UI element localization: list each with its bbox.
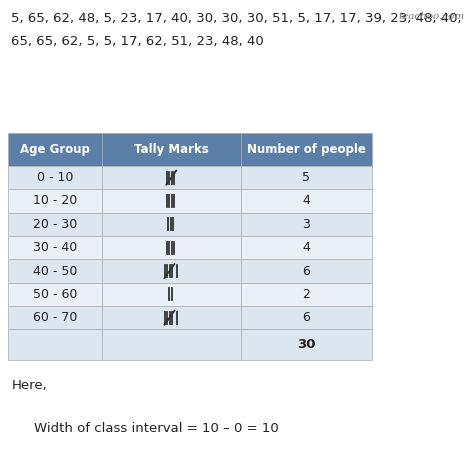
- FancyBboxPatch shape: [8, 259, 102, 283]
- Text: 30: 30: [297, 338, 316, 351]
- Text: Age Group: Age Group: [20, 143, 90, 156]
- FancyBboxPatch shape: [241, 213, 372, 236]
- Text: 4: 4: [302, 241, 310, 254]
- FancyBboxPatch shape: [102, 133, 241, 166]
- FancyBboxPatch shape: [8, 213, 102, 236]
- Text: 4: 4: [302, 194, 310, 208]
- Text: 40 - 50: 40 - 50: [33, 264, 77, 277]
- Text: Here,: Here,: [11, 379, 47, 392]
- FancyBboxPatch shape: [8, 166, 102, 189]
- FancyBboxPatch shape: [8, 133, 102, 166]
- Text: 50 - 60: 50 - 60: [33, 288, 77, 301]
- FancyBboxPatch shape: [8, 306, 102, 329]
- Text: Number of people: Number of people: [247, 143, 366, 156]
- Text: 3: 3: [302, 218, 310, 231]
- FancyBboxPatch shape: [102, 283, 241, 306]
- FancyBboxPatch shape: [8, 236, 102, 259]
- FancyBboxPatch shape: [102, 213, 241, 236]
- Text: Tally Marks: Tally Marks: [134, 143, 209, 156]
- FancyBboxPatch shape: [241, 189, 372, 213]
- Text: 6: 6: [302, 311, 310, 324]
- FancyBboxPatch shape: [102, 329, 241, 360]
- Text: 5, 65, 62, 48, 5, 23, 17, 40, 30, 30, 30, 51, 5, 17, 17, 39, 23, 48, 40,
65, 65,: 5, 65, 62, 48, 5, 23, 17, 40, 30, 30, 30…: [11, 12, 462, 48]
- FancyBboxPatch shape: [102, 236, 241, 259]
- FancyBboxPatch shape: [102, 306, 241, 329]
- FancyBboxPatch shape: [102, 259, 241, 283]
- Text: 30 - 40: 30 - 40: [33, 241, 77, 254]
- Text: 2: 2: [302, 288, 310, 301]
- FancyBboxPatch shape: [241, 283, 372, 306]
- FancyBboxPatch shape: [8, 329, 102, 360]
- FancyBboxPatch shape: [8, 283, 102, 306]
- Text: 20 - 30: 20 - 30: [33, 218, 77, 231]
- FancyBboxPatch shape: [241, 306, 372, 329]
- FancyBboxPatch shape: [241, 133, 372, 166]
- Text: 6: 6: [302, 264, 310, 277]
- Text: teachoo.com: teachoo.com: [398, 12, 465, 21]
- FancyBboxPatch shape: [241, 259, 372, 283]
- FancyBboxPatch shape: [8, 189, 102, 213]
- Text: 10 - 20: 10 - 20: [33, 194, 77, 208]
- FancyBboxPatch shape: [102, 166, 241, 189]
- FancyBboxPatch shape: [241, 329, 372, 360]
- FancyBboxPatch shape: [102, 189, 241, 213]
- Text: 60 - 70: 60 - 70: [33, 311, 77, 324]
- FancyBboxPatch shape: [241, 236, 372, 259]
- Text: Width of class interval = 10 – 0 = 10: Width of class interval = 10 – 0 = 10: [34, 422, 279, 435]
- Text: 0 - 10: 0 - 10: [37, 171, 73, 184]
- FancyBboxPatch shape: [241, 166, 372, 189]
- Text: 5: 5: [302, 171, 310, 184]
